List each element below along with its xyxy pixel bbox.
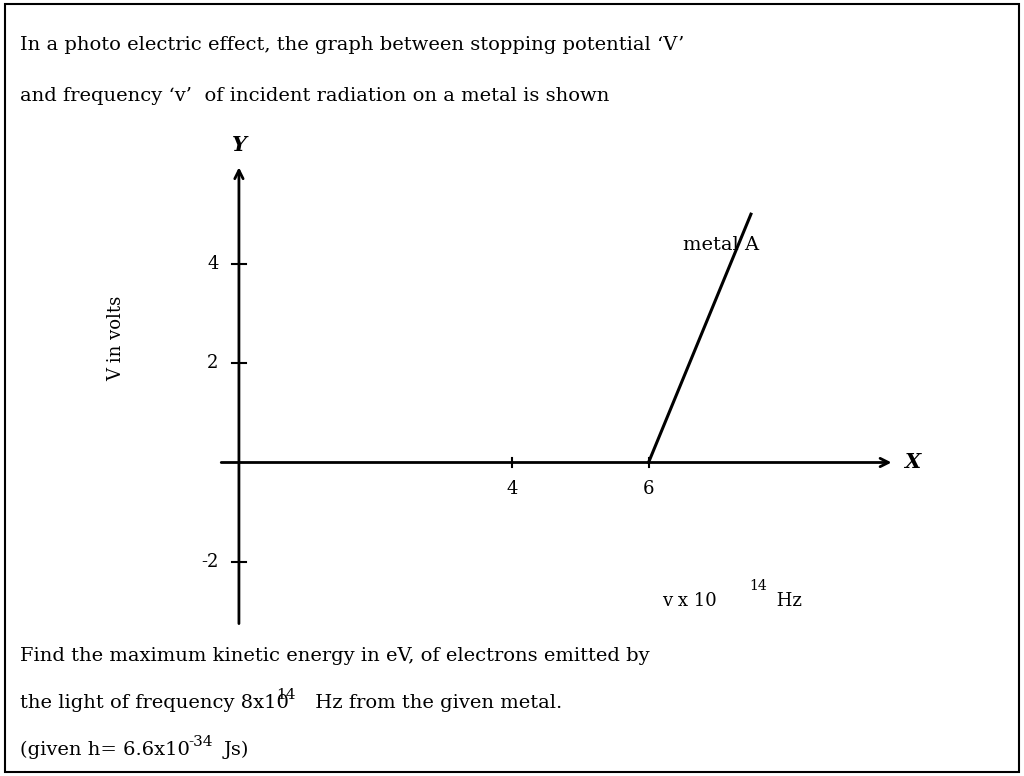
Text: 2: 2 bbox=[207, 354, 218, 372]
Text: -34: -34 bbox=[188, 735, 213, 749]
Text: 4: 4 bbox=[207, 255, 218, 273]
Text: and frequency ‘v’  of incident radiation on a metal is shown: and frequency ‘v’ of incident radiation … bbox=[20, 87, 609, 105]
Text: the light of frequency 8x10: the light of frequency 8x10 bbox=[20, 694, 289, 712]
Text: Js): Js) bbox=[224, 741, 250, 759]
Text: In a photo electric effect, the graph between stopping potential ‘V’: In a photo electric effect, the graph be… bbox=[20, 36, 685, 54]
Text: (given h= 6.6x10: (given h= 6.6x10 bbox=[20, 741, 190, 759]
Text: 14: 14 bbox=[750, 579, 767, 593]
Text: V in volts: V in volts bbox=[108, 296, 125, 381]
Text: Y: Y bbox=[231, 134, 247, 154]
Text: 14: 14 bbox=[276, 688, 296, 702]
Text: v x 10: v x 10 bbox=[663, 591, 717, 610]
Text: Hz from the given metal.: Hz from the given metal. bbox=[309, 694, 562, 712]
Text: Hz: Hz bbox=[771, 591, 802, 610]
Text: 4: 4 bbox=[506, 480, 518, 498]
Text: 6: 6 bbox=[643, 480, 654, 498]
Text: X: X bbox=[904, 452, 921, 473]
Text: Find the maximum kinetic energy in eV, of electrons emitted by: Find the maximum kinetic energy in eV, o… bbox=[20, 646, 650, 664]
Text: metal A: metal A bbox=[683, 236, 759, 254]
Text: -2: -2 bbox=[201, 553, 218, 571]
